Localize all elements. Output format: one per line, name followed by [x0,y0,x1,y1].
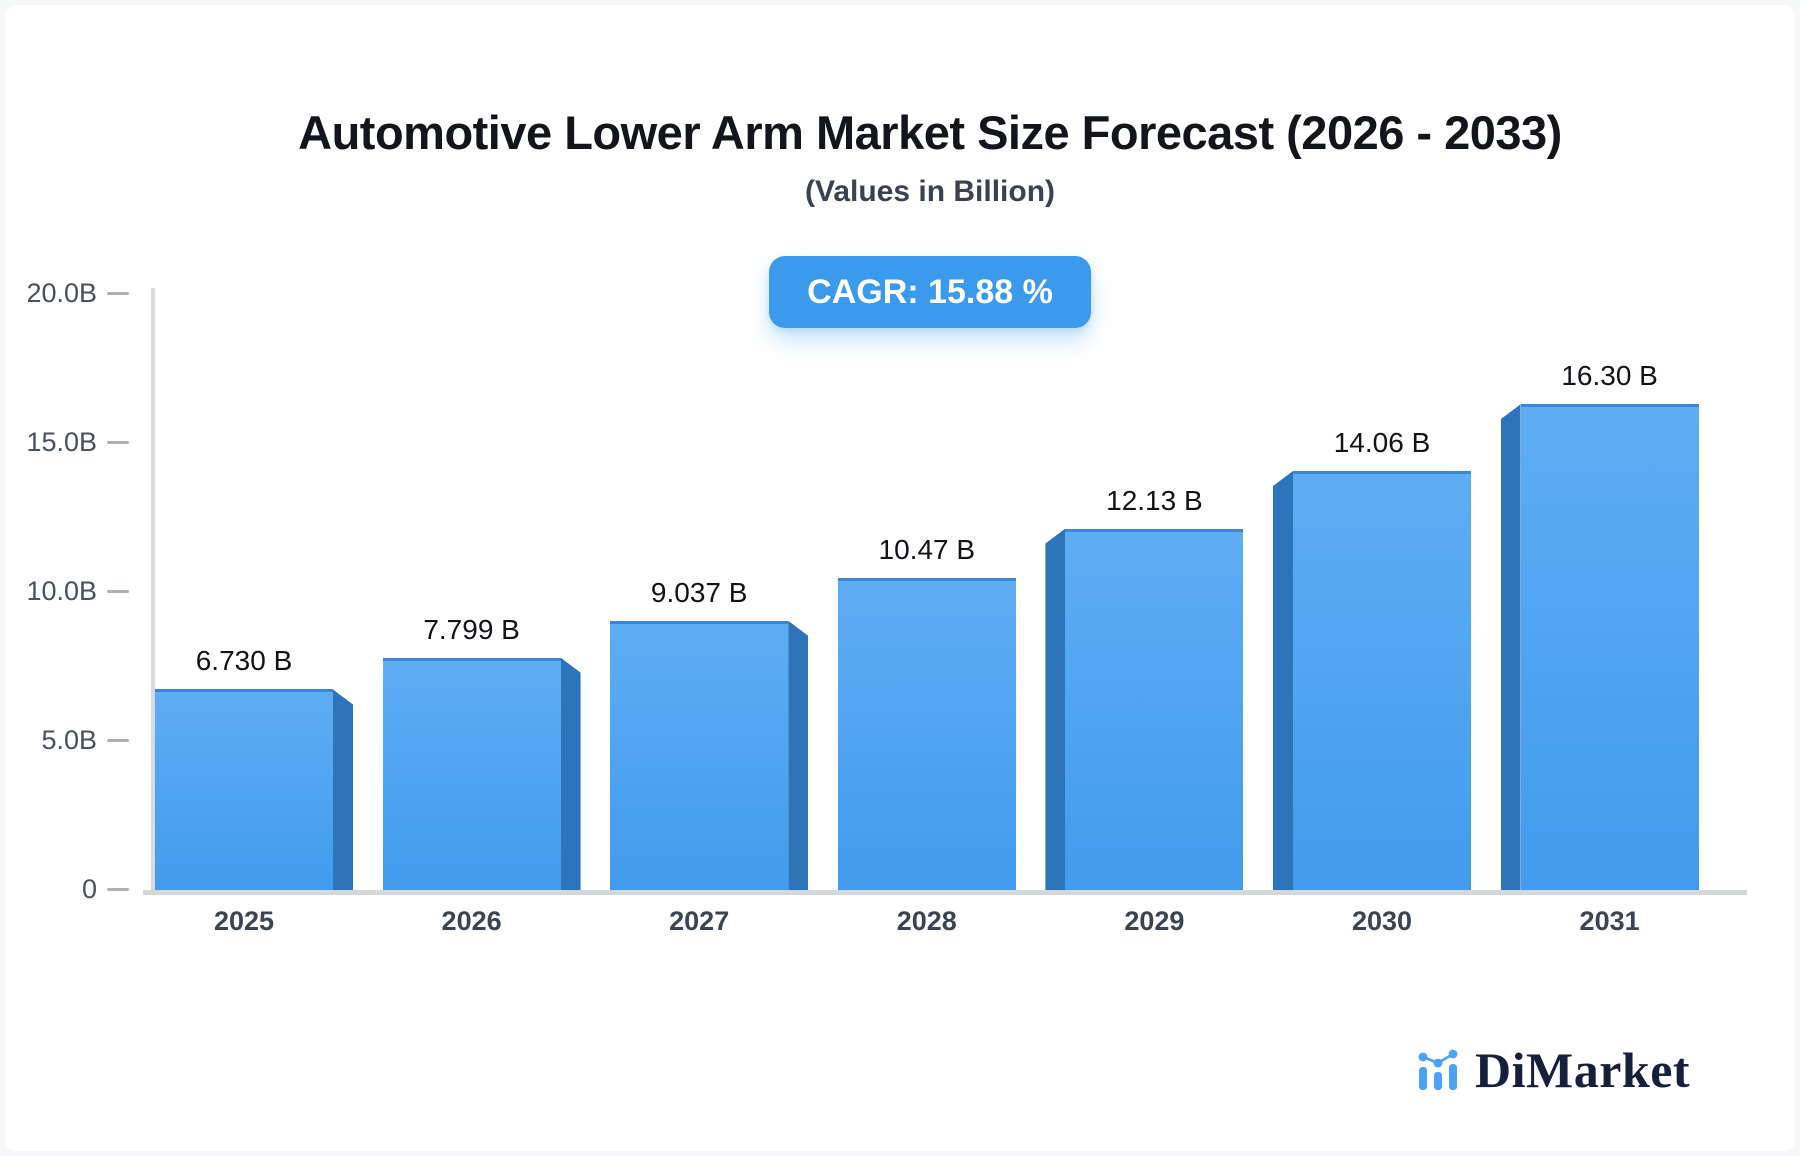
dimarket-logo-text: DiMarket [1475,1042,1691,1098]
bar-2027[interactable] [610,620,789,890]
bar-value-label: 6.730 B [195,645,293,677]
bar-value-label: 9.037 B [650,576,748,608]
bar-side-face [788,620,809,890]
y-axis-tick-mark [107,888,129,891]
bar-side-face [333,689,353,890]
bar-2030[interactable] [1293,471,1471,890]
cagr-badge: CAGR: 15.88 % [769,256,1091,328]
y-axis-tick-label: 15.0B [26,427,97,457]
bar-value-label: 12.13 B [1106,484,1203,516]
y-axis-tick-label: 0 [81,874,97,904]
page-subtitle: (Values in Billion) [804,175,1056,208]
page-title: Automotive Lower Arm Market Size Forecas… [298,106,1562,159]
y-axis-tick-mark [107,590,129,593]
bar-2029[interactable] [1065,528,1244,890]
bar-2026[interactable] [382,657,561,890]
bar-2025[interactable] [155,689,333,890]
badge-row: CAGR: 15.88 % [130,256,1730,328]
bar-2031[interactable] [1520,404,1699,890]
x-axis-label: 2027 [669,906,730,936]
x-axis-label: 2031 [1579,906,1640,936]
x-axis-label: 2028 [896,906,957,936]
x-axis-label: 2029 [1124,906,1185,936]
x-axis-label: 2030 [1351,906,1413,936]
bar-value-label: 7.799 B [423,613,520,645]
bar-side-face [1273,471,1293,890]
y-axis-tick-mark [107,739,129,742]
bar-value-label: 10.47 B [878,533,976,565]
bar-side-face [1045,528,1066,890]
bar-side-face [1500,404,1521,890]
bar-value-label: 16.30 B [1561,360,1658,392]
y-axis-tick-mark [107,292,129,295]
mini-bar-chart-icon [1418,1049,1458,1090]
bar-chart-plot-area: 20.0B 15.0B 10.0B 5.0B 0 6.730 B 2025 7.799 B 20… [5,5,1800,1156]
x-axis-label: 2026 [441,906,502,936]
chart-header: Automotive Lower Arm Market Size Forecas… [130,5,1730,345]
bar-value-label: 14.06 B [1333,427,1431,458]
bar-2028[interactable] [837,577,1016,890]
x-axis-baseline [143,890,1747,895]
dimarket-logo: DiMarket [1417,1041,1690,1099]
y-axis-tick-label: 10.0B [26,576,97,606]
y-axis-tick-mark [107,441,129,444]
x-axis-label: 2025 [213,906,275,936]
y-axis-tick-label: 5.0B [41,725,97,755]
y-axis-line [151,288,155,894]
y-axis-tick-label: 20.0B [26,278,97,308]
chart-card: Automotive Lower Arm Market Size Forecas… [5,5,1795,1151]
bar-side-face [560,657,581,890]
